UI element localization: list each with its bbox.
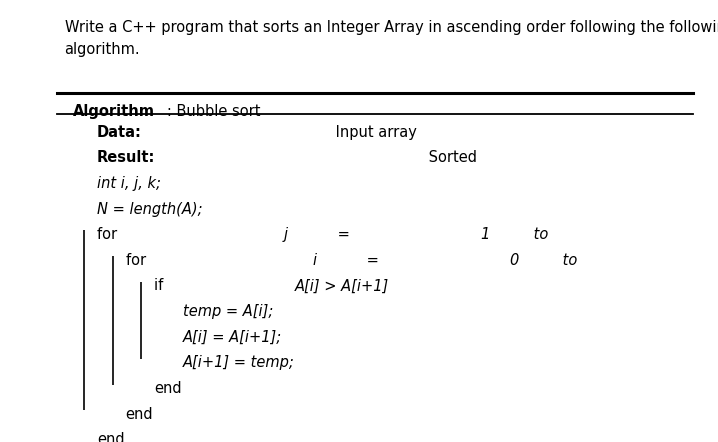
Text: temp = A[i];: temp = A[i];	[183, 304, 274, 319]
Text: Algorithm: Algorithm	[73, 104, 154, 119]
Text: Input array: Input array	[330, 125, 421, 140]
Text: if: if	[154, 278, 168, 293]
Text: to: to	[558, 253, 582, 268]
Text: to: to	[529, 227, 554, 242]
Text: : Bubble sort: : Bubble sort	[153, 104, 261, 119]
Text: A[i] = A[i+1];: A[i] = A[i+1];	[183, 330, 282, 345]
Text: Write a C++ program that sorts an Integer Array in ascending order following the: Write a C++ program that sorts an Intege…	[65, 20, 718, 35]
Text: A[i] > A[i+1]: A[i] > A[i+1]	[294, 278, 389, 293]
Text: for: for	[97, 227, 121, 242]
Text: end: end	[97, 432, 124, 442]
Text: 1: 1	[480, 227, 490, 242]
Text: Result:: Result:	[97, 150, 155, 165]
Text: Sorted: Sorted	[424, 150, 482, 165]
Text: Data:: Data:	[97, 125, 142, 140]
Text: end: end	[154, 381, 182, 396]
Text: int i, j, k;: int i, j, k;	[97, 176, 161, 191]
Text: 0: 0	[509, 253, 518, 268]
Text: =: =	[333, 227, 355, 242]
Text: N = length(A);: N = length(A);	[97, 202, 202, 217]
Text: end: end	[126, 407, 153, 422]
Text: A[i+1] = temp;: A[i+1] = temp;	[183, 355, 295, 370]
Text: =: =	[362, 253, 383, 268]
Text: i: i	[312, 253, 317, 268]
Text: for: for	[126, 253, 150, 268]
Text: j: j	[284, 227, 288, 242]
Text: algorithm.: algorithm.	[65, 42, 140, 57]
